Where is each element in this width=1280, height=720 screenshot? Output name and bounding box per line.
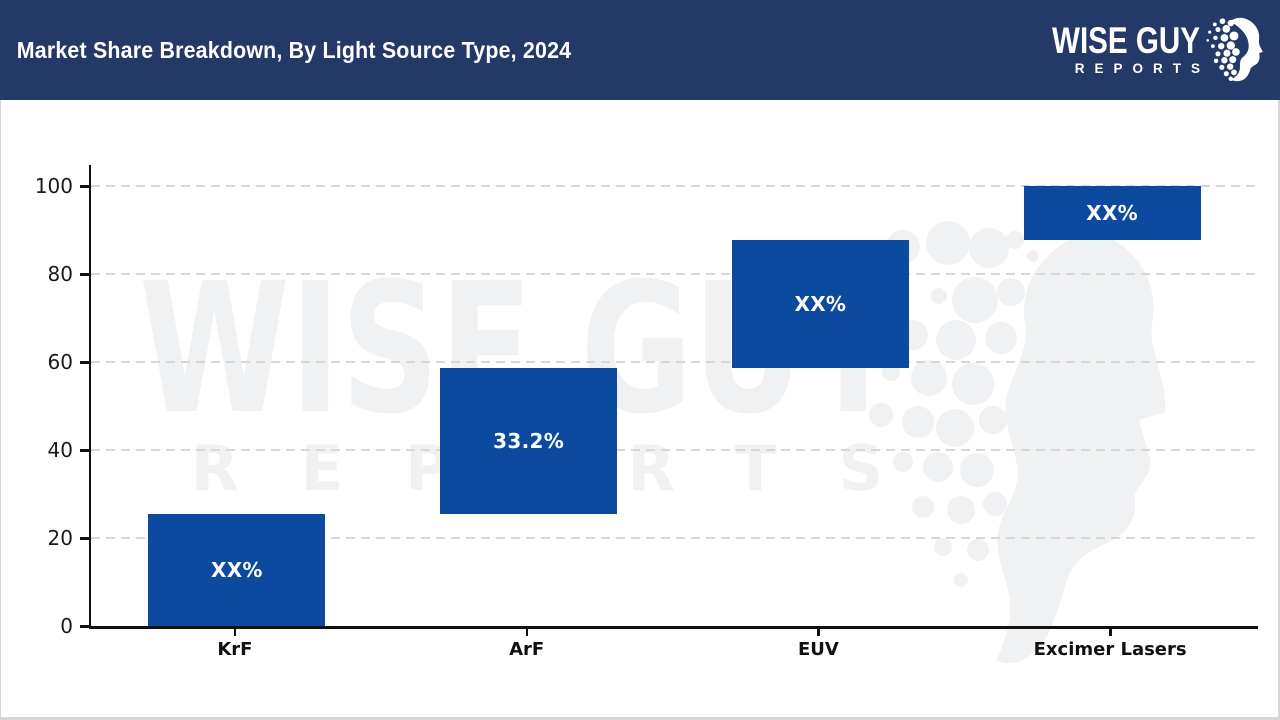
x-axis-tick-mark xyxy=(233,629,237,636)
x-axis-category-label: Excimer Lasers xyxy=(1033,639,1187,660)
y-axis-tick-label: 60 xyxy=(47,350,73,374)
x-axis-tick-mark xyxy=(1109,629,1112,636)
bar-value-label: XX% xyxy=(794,292,847,317)
x-axis-tick-mark xyxy=(525,629,529,636)
gridline xyxy=(91,361,1258,363)
gridline xyxy=(91,273,1258,275)
x-axis-category-label: KrF xyxy=(217,639,253,660)
y-axis-tick-label: 0 xyxy=(60,614,73,638)
plot-area: XX% 33.2% XX% XX% xyxy=(89,165,1258,629)
bar-euv: XX% xyxy=(731,240,909,369)
x-axis-category-label: EUV xyxy=(797,639,839,660)
wise-guy-logo: WISE GUY REPORTS xyxy=(1015,0,1266,100)
gridline xyxy=(91,185,1258,187)
y-axis-tick-mark xyxy=(80,185,89,188)
page-title: Market Share Breakdown, By Light Source … xyxy=(16,36,572,63)
bar-value-label: XX% xyxy=(210,558,263,583)
y-axis-tick-label: 20 xyxy=(47,526,73,550)
bar-arf: 33.2% xyxy=(440,368,618,515)
y-axis-tick-mark xyxy=(80,449,89,452)
bar-value-label: XX% xyxy=(1086,201,1139,226)
y-axis-tick-mark xyxy=(80,273,89,276)
bar-excimer-lasers: XX% xyxy=(1023,186,1201,241)
y-axis-tick-mark xyxy=(80,361,89,364)
x-axis-tick-mark xyxy=(817,629,820,636)
logo-face-icon xyxy=(1206,17,1263,82)
y-axis-tick-mark xyxy=(80,537,89,540)
y-axis-tick-label: 80 xyxy=(47,262,73,286)
logo-subtitle: REPORTS xyxy=(1074,61,1210,76)
chart-area: WISE GUY REPORTS XX%33.2%XX%XX% 02040608… xyxy=(0,100,1280,720)
gridline xyxy=(91,449,1258,451)
y-axis-tick-mark xyxy=(80,625,89,628)
bar-value-label: 33.2% xyxy=(493,429,565,454)
logo-text: WISE GUY REPORTS xyxy=(1015,22,1200,78)
logo-wordmark: WISE GUY xyxy=(1051,20,1200,61)
y-axis-tick-label: 40 xyxy=(47,438,73,462)
bar-krf: XX% xyxy=(148,514,326,626)
gridline xyxy=(91,537,1258,539)
header-bar: Market Share Breakdown, By Light Source … xyxy=(0,0,1280,100)
x-axis-category-label: ArF xyxy=(509,639,545,660)
y-axis-tick-label: 100 xyxy=(34,174,73,198)
